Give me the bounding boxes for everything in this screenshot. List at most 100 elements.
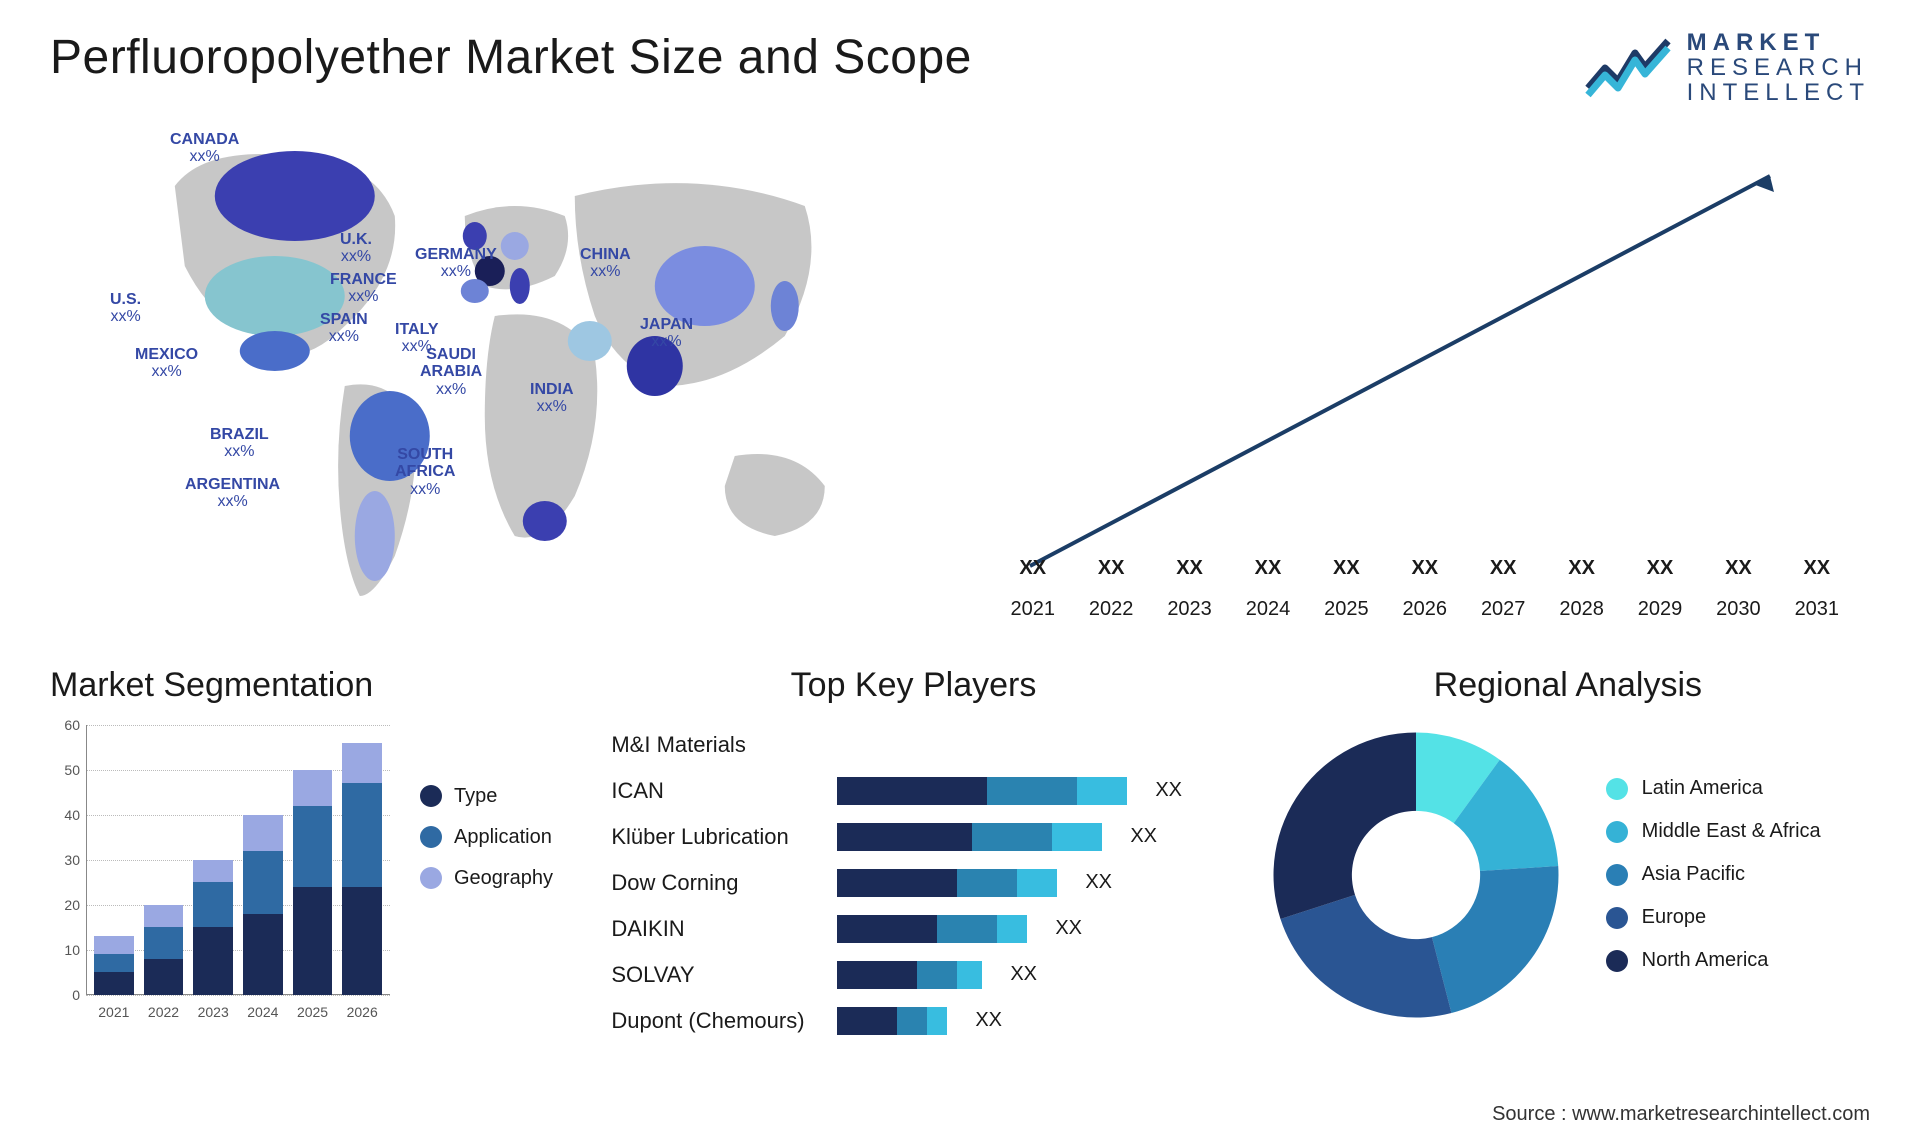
seg-y-tick: 50 — [50, 762, 80, 778]
map-label-brazil: BRAZILxx% — [210, 426, 269, 461]
seg-x-label: 2022 — [144, 1004, 184, 1020]
growth-year-label: 2026 — [1392, 598, 1458, 621]
seg-segment — [94, 954, 134, 972]
seg-segment — [293, 806, 333, 887]
kp-segment — [837, 915, 937, 943]
kp-segment — [957, 869, 1017, 897]
kp-bar — [837, 1007, 947, 1035]
segmentation-legend: Type Application Geography — [420, 785, 553, 890]
seg-legend-item: Geography — [420, 867, 553, 890]
map-label-south-africa: SOUTHAFRICAxx% — [395, 446, 455, 499]
seg-segment — [243, 815, 283, 851]
seg-segment — [243, 851, 283, 914]
seg-bar-2024 — [243, 815, 283, 995]
kp-value: XX — [1130, 825, 1157, 848]
seg-segment — [94, 936, 134, 954]
kp-segment — [837, 823, 972, 851]
donut-slice — [1273, 732, 1416, 919]
kp-row: Klüber LubricationXX — [611, 817, 1215, 857]
seg-y-tick: 40 — [50, 807, 80, 823]
map-label-france: FRANCExx% — [330, 271, 397, 306]
source-text: Source : www.marketresearchintellect.com — [1492, 1103, 1870, 1126]
reg-legend-label: Middle East & Africa — [1642, 820, 1821, 843]
seg-legend-label: Type — [454, 785, 497, 808]
kp-segment — [837, 869, 957, 897]
map-label-u-s-: U.S.xx% — [110, 291, 141, 326]
growth-bar-2023: XX — [1156, 557, 1222, 586]
swatch-icon — [1606, 950, 1628, 972]
map-region-china — [655, 246, 755, 326]
logo-text: MARKET RESEARCH INTELLECT — [1687, 30, 1870, 106]
seg-y-tick: 20 — [50, 897, 80, 913]
kp-bar — [837, 915, 1027, 943]
kp-row: Dupont (Chemours)XX — [611, 1001, 1215, 1041]
growth-value-label: XX — [1411, 557, 1438, 580]
seg-segment — [342, 887, 382, 995]
reg-legend-item: Europe — [1606, 906, 1821, 929]
seg-y-tick: 10 — [50, 942, 80, 958]
map-region-argentina — [355, 491, 395, 581]
reg-legend-item: Latin America — [1606, 777, 1821, 800]
growth-value-label: XX — [1490, 557, 1517, 580]
seg-y-tick: 30 — [50, 852, 80, 868]
kp-segment — [1017, 869, 1057, 897]
growth-bar-2024: XX — [1235, 557, 1301, 586]
kp-value: XX — [1155, 779, 1182, 802]
kp-bar — [837, 777, 1127, 805]
seg-segment — [144, 927, 184, 959]
donut-slice — [1432, 866, 1559, 1013]
seg-x-label: 2025 — [293, 1004, 333, 1020]
kp-segment — [917, 961, 957, 989]
regional-title: Regional Analysis — [1266, 666, 1870, 705]
map-label-india: INDIAxx% — [530, 381, 574, 416]
key-players-card: Top Key Players M&I MaterialsICANXXKlübe… — [611, 666, 1215, 1047]
seg-legend-label: Geography — [454, 867, 553, 890]
seg-segment — [193, 860, 233, 883]
growth-value-label: XX — [1333, 557, 1360, 580]
reg-legend-item: Asia Pacific — [1606, 863, 1821, 886]
growth-year-label: 2025 — [1313, 598, 1379, 621]
key-players-chart: M&I MaterialsICANXXKlüber LubricationXXD… — [611, 725, 1215, 1041]
map-region-japan — [771, 281, 799, 331]
map-label-mexico: MEXICOxx% — [135, 346, 198, 381]
growth-value-label: XX — [1647, 557, 1674, 580]
seg-segment — [243, 914, 283, 995]
reg-legend-label: Europe — [1642, 906, 1707, 929]
kp-segment — [957, 961, 982, 989]
map-label-germany: GERMANYxx% — [415, 246, 497, 281]
growth-value-label: XX — [1176, 557, 1203, 580]
swatch-icon — [420, 826, 442, 848]
map-label-japan: JAPANxx% — [640, 316, 693, 351]
map-region-spain — [461, 279, 489, 303]
seg-segment — [94, 972, 134, 995]
kp-value: XX — [1010, 963, 1037, 986]
header: Perfluoropolyether Market Size and Scope… — [50, 30, 1870, 106]
swatch-icon — [1606, 821, 1628, 843]
growth-bar-2021: XX — [1000, 557, 1066, 586]
map-label-china: CHINAxx% — [580, 246, 631, 281]
seg-legend-item: Application — [420, 826, 553, 849]
seg-segment — [293, 887, 333, 995]
world-map: CANADAxx%U.S.xx%MEXICOxx%BRAZILxx%ARGENT… — [50, 126, 940, 626]
growth-chart: XXXXXXXXXXXXXXXXXXXXXX 20212022202320242… — [980, 126, 1870, 626]
kp-row: M&I Materials — [611, 725, 1215, 765]
kp-row: SOLVAYXX — [611, 955, 1215, 995]
kp-label: Dupont (Chemours) — [611, 1008, 821, 1034]
growth-year-label: 2024 — [1235, 598, 1301, 621]
reg-legend-label: Asia Pacific — [1642, 863, 1745, 886]
kp-row: ICAN XX — [611, 771, 1215, 811]
reg-legend-label: North America — [1642, 949, 1769, 972]
reg-legend-item: Middle East & Africa — [1606, 820, 1821, 843]
map-label-spain: SPAINxx% — [320, 311, 368, 346]
kp-segment — [997, 915, 1027, 943]
map-region-italy — [510, 268, 530, 304]
kp-label: ICAN — [611, 778, 821, 804]
reg-legend-item: North America — [1606, 949, 1821, 972]
seg-bar-2026 — [342, 743, 382, 995]
growth-bar-2029: XX — [1627, 557, 1693, 586]
seg-y-tick: 0 — [50, 987, 80, 1003]
kp-label: Dow Corning — [611, 870, 821, 896]
seg-segment — [342, 783, 382, 887]
seg-x-label: 2024 — [243, 1004, 283, 1020]
growth-year-label: 2030 — [1705, 598, 1771, 621]
